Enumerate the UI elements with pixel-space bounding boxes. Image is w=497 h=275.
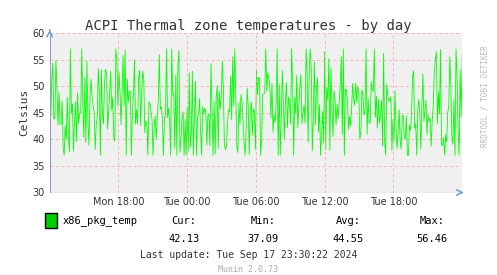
Text: Last update: Tue Sep 17 23:30:22 2024: Last update: Tue Sep 17 23:30:22 2024 bbox=[140, 251, 357, 260]
Text: RRDTOOL / TOBI OETIKER: RRDTOOL / TOBI OETIKER bbox=[481, 45, 490, 147]
Y-axis label: Celsius: Celsius bbox=[19, 89, 29, 136]
Text: Avg:: Avg: bbox=[335, 216, 360, 226]
Text: ACPI Thermal zone temperatures - by day: ACPI Thermal zone temperatures - by day bbox=[85, 19, 412, 33]
Text: Munin 2.0.73: Munin 2.0.73 bbox=[219, 265, 278, 274]
Text: 37.09: 37.09 bbox=[248, 234, 279, 244]
Text: 44.55: 44.55 bbox=[332, 234, 363, 244]
Text: 56.46: 56.46 bbox=[417, 234, 448, 244]
Text: 42.13: 42.13 bbox=[168, 234, 199, 244]
Text: x86_pkg_temp: x86_pkg_temp bbox=[62, 215, 137, 226]
Text: Max:: Max: bbox=[420, 216, 445, 226]
Text: Min:: Min: bbox=[251, 216, 276, 226]
Text: Cur:: Cur: bbox=[171, 216, 196, 226]
